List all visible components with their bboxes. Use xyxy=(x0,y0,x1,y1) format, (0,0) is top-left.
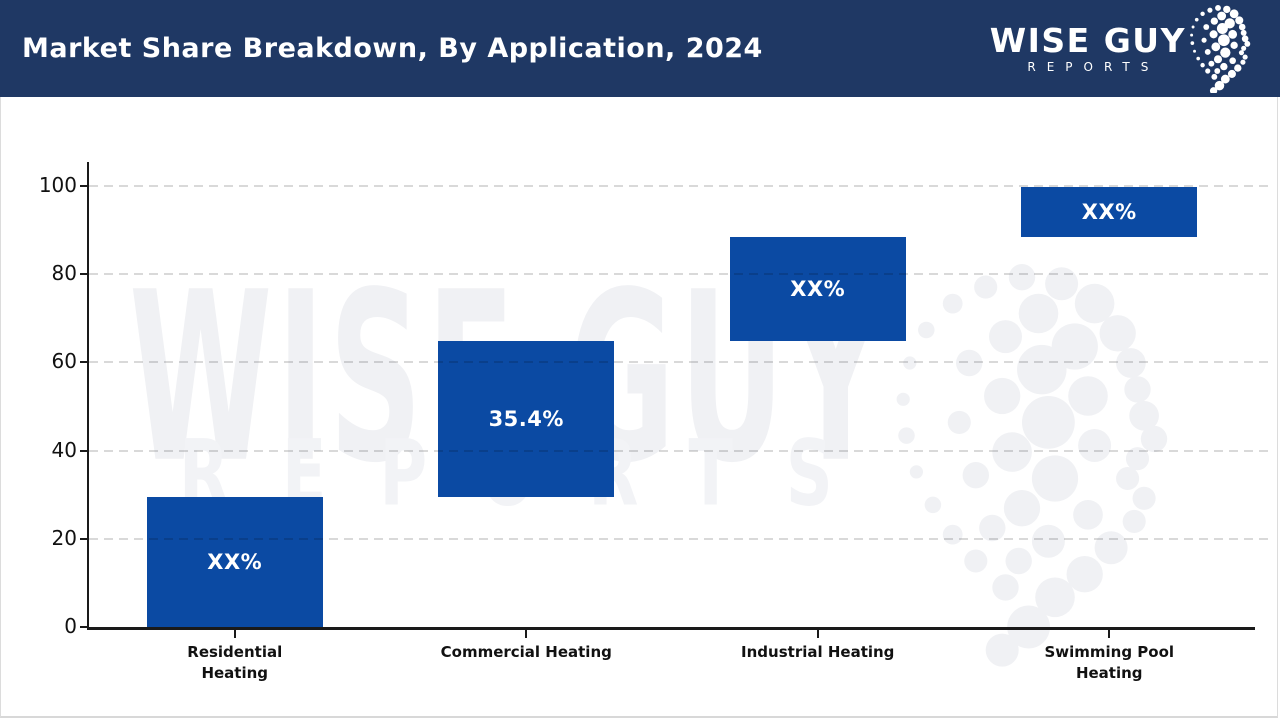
y-tick-label-20: 20 xyxy=(51,525,77,550)
bar-swimming-pool-heating: XX% xyxy=(1021,186,1198,238)
x-axis-spine xyxy=(87,627,1255,630)
bar-commercial-heating: 35.4% xyxy=(438,340,615,497)
bar-residential-heating: XX% xyxy=(146,496,323,627)
logo-wordmark-main: WISE GUY xyxy=(989,21,1186,60)
bar-value-label-industrial-heating: XX% xyxy=(790,276,846,301)
y-axis-spine xyxy=(87,162,89,630)
y-tick-mark-20 xyxy=(80,537,87,540)
x-tick-mark-swimming-pool-heating xyxy=(1108,629,1111,638)
y-tick-mark-60 xyxy=(80,361,87,364)
brand-logo: WISE GUY REPORTS xyxy=(990,5,1266,93)
x-category-label-line: Heating xyxy=(201,663,269,682)
x-category-label-residential-heating: Residential Heating xyxy=(115,642,355,683)
x-tick-mark-residential-heating xyxy=(233,629,236,638)
logo-dotted-face-icon xyxy=(1170,5,1266,93)
x-category-label-line: Industrial Heating xyxy=(741,643,895,661)
gridline-40 xyxy=(89,449,1269,452)
y-tick-mark-80 xyxy=(80,273,87,276)
y-tick-mark-0 xyxy=(80,626,87,628)
x-category-label-swimming-pool-heating: Swimming Pool Heating xyxy=(989,642,1229,683)
y-tick-label-40: 40 xyxy=(51,437,77,462)
x-tick-mark-commercial-heating xyxy=(525,629,528,638)
x-category-label-line: Residential xyxy=(187,643,283,661)
page-title: Market Share Breakdown, By Application, … xyxy=(22,33,763,64)
y-tick-label-60: 60 xyxy=(51,349,77,374)
y-tick-label-100: 100 xyxy=(38,173,77,197)
watermark-dotted-face-icon xyxy=(857,207,1187,717)
y-tick-label-80: 80 xyxy=(51,261,77,286)
x-category-label-line: Heating xyxy=(1075,663,1143,682)
x-category-label-commercial-heating: Commercial Heating xyxy=(406,642,646,663)
x-tick-mark-industrial-heating xyxy=(816,629,819,638)
bar-industrial-heating: XX% xyxy=(729,237,906,341)
bar-value-label-swimming-pool-heating: XX% xyxy=(1081,200,1137,224)
logo-wordmark: WISE GUY REPORTS xyxy=(990,24,1186,73)
x-category-label-industrial-heating: Industrial Heating xyxy=(698,642,938,663)
y-tick-label-0: 0 xyxy=(64,614,77,638)
y-tick-mark-100 xyxy=(80,185,87,187)
gridline-80 xyxy=(89,273,1269,276)
logo-wordmark-sub: REPORTS xyxy=(1027,60,1160,74)
x-category-label-line: Swimming Pool xyxy=(1044,643,1175,661)
bar-value-label-residential-heating: XX% xyxy=(207,549,263,574)
gridline-20 xyxy=(89,537,1269,540)
x-category-label-line: Commercial Heating xyxy=(440,643,612,661)
gridline-100 xyxy=(89,185,1269,187)
header-bar: Market Share Breakdown, By Application, … xyxy=(0,0,1280,97)
bar-value-label-commercial-heating: 35.4% xyxy=(488,406,564,431)
chart-area: WISE GUY REPORTS 020406080100XX%Resident… xyxy=(0,97,1278,718)
gridline-60 xyxy=(89,361,1269,364)
y-tick-mark-40 xyxy=(80,449,87,452)
